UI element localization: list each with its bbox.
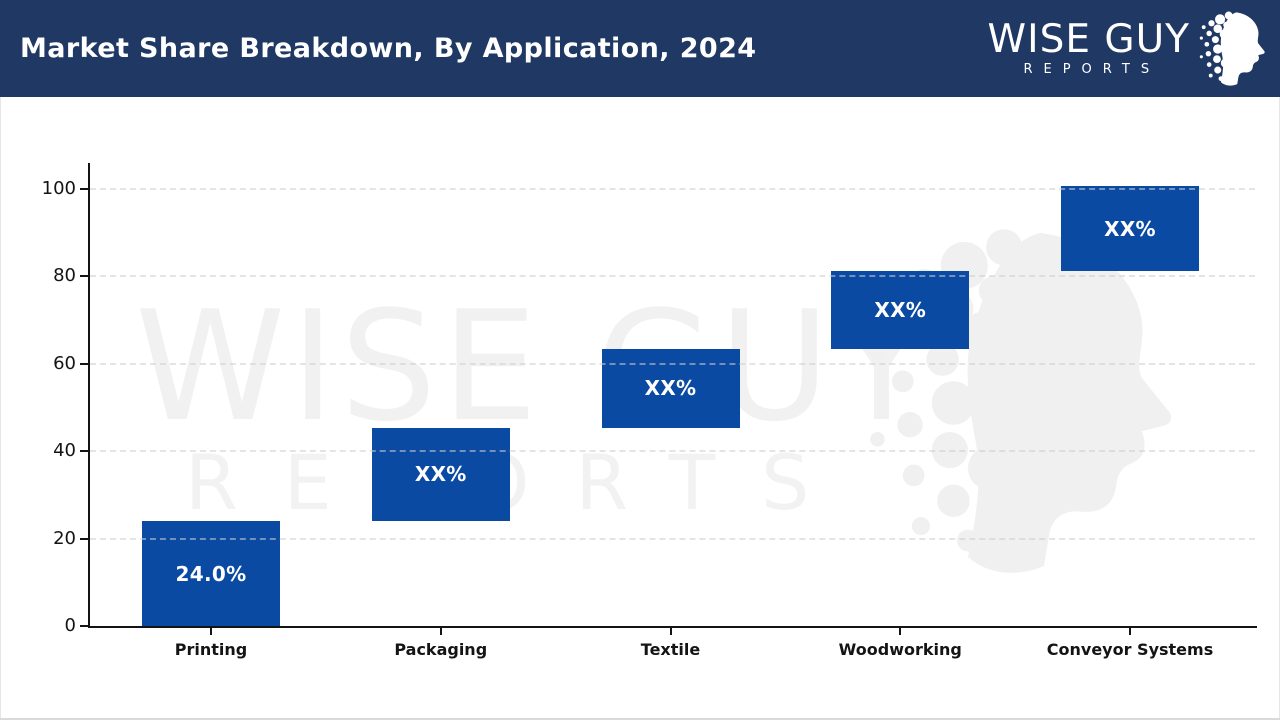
y-tick-label: 60 (53, 352, 76, 374)
y-tick-label: 80 (53, 265, 76, 286)
y-tick-label: 0 (64, 615, 76, 636)
page-title: Market Share Breakdown, By Application, … (20, 33, 757, 64)
x-tick-mark (669, 628, 672, 635)
page-edge-left (0, 97, 1, 720)
y-tick-mark (80, 537, 88, 540)
bar-conveyor-systems: XX% (1061, 186, 1199, 271)
bar-value-label: XX% (874, 297, 927, 322)
y-tick-mark (80, 625, 88, 627)
y-tick-mark (80, 362, 88, 365)
x-tick-mark (439, 628, 442, 635)
y-tick-label: 100 (41, 177, 76, 199)
logo-wordmark: WISE GUY (987, 17, 1190, 63)
category-label: Packaging (394, 640, 488, 659)
x-tick-mark (899, 628, 902, 635)
bar-woodworking: XX% (831, 270, 970, 349)
watermark-wordmark: WISE GUY (135, 278, 933, 455)
gridline-20 (90, 537, 1255, 540)
category-label: Textile (640, 640, 701, 659)
y-tick-mark (80, 187, 88, 190)
bar-value-label: XX% (1104, 216, 1156, 241)
bar-value-label: XX% (414, 462, 467, 487)
x-tick-mark (1129, 628, 1131, 635)
header: Market Share Breakdown, By Application, … (0, 0, 1280, 97)
wiseguy-logo-text: WISE GUY REPORTS (987, 17, 1190, 77)
y-tick-label: 20 (53, 527, 76, 549)
x-axis (88, 626, 1257, 628)
gridline-60 (90, 362, 1255, 365)
bar-packaging: XX% (371, 427, 510, 521)
page-edge-bottom (0, 718, 1280, 720)
gridline-80 (90, 275, 1255, 277)
bar-value-label: XX% (644, 376, 697, 401)
y-tick-mark (80, 275, 88, 277)
y-tick-label: 40 (53, 440, 76, 461)
logo-subtitle: REPORTS (1023, 61, 1161, 77)
category-label: Woodworking (838, 640, 962, 659)
bar-value-label: 24.0% (175, 561, 247, 586)
category-label: Printing (174, 640, 248, 659)
wiseguy-logo: WISE GUY REPORTS (988, 7, 1270, 91)
category-label: Conveyor Systems (1046, 640, 1214, 659)
y-axis (88, 163, 90, 628)
y-tick-mark (80, 450, 88, 452)
gridline-100 (90, 187, 1255, 190)
gridline-40 (90, 450, 1255, 452)
wiseguy-face-icon (1199, 11, 1265, 86)
bar-textile: XX% (601, 348, 740, 428)
x-tick-mark (210, 628, 212, 635)
